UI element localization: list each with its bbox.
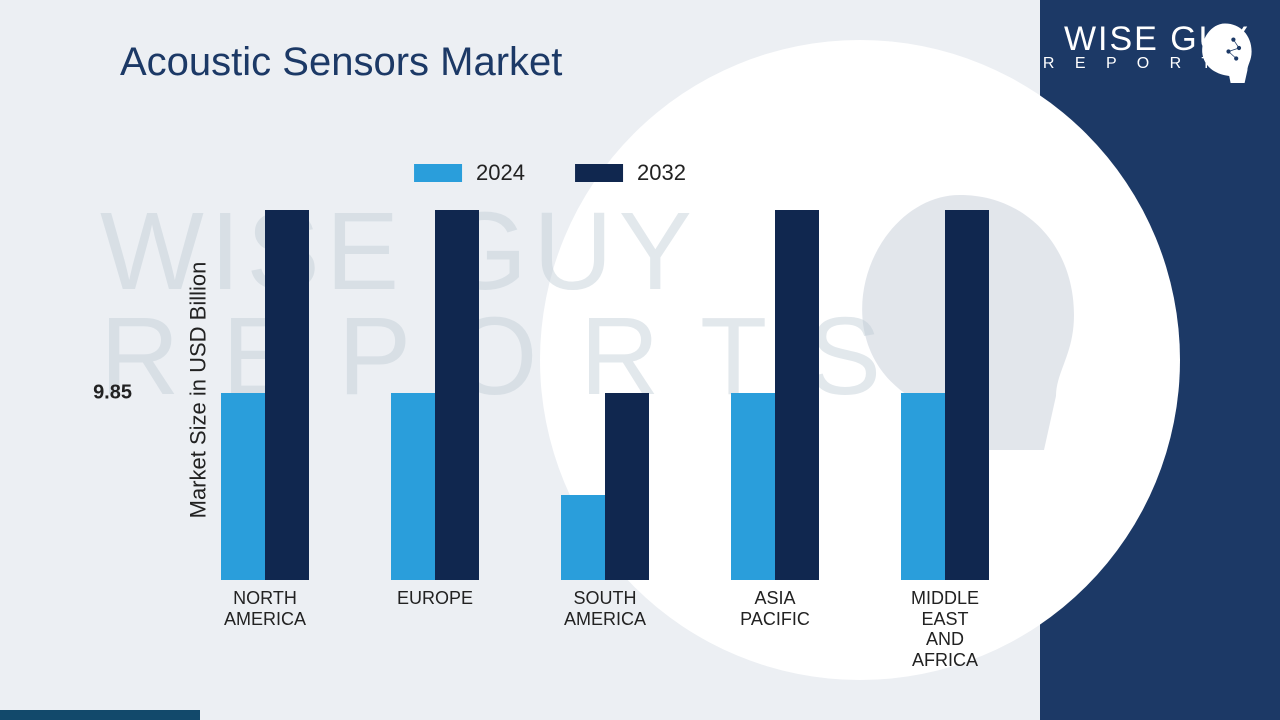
category-label: EUROPE xyxy=(365,588,505,609)
bottom-accent-bar xyxy=(0,710,200,720)
legend-label-2032: 2032 xyxy=(637,160,686,186)
chart-title: Acoustic Sensors Market xyxy=(120,40,562,85)
legend-swatch-2032 xyxy=(575,164,623,182)
bar-pair xyxy=(731,210,819,581)
bar-pair xyxy=(391,210,479,581)
bar xyxy=(265,210,309,581)
bar-pair xyxy=(221,210,309,581)
bar xyxy=(605,393,649,580)
bar xyxy=(391,393,435,580)
bar-pair xyxy=(561,393,649,580)
y-tick-label: 9.85 xyxy=(93,381,132,404)
category-label: MIDDLEEASTANDAFRICA xyxy=(875,588,1015,671)
bar-pair xyxy=(901,210,989,581)
chart-container: 2024 2032 Market Size in USD Billion 9.8… xyxy=(100,170,1000,680)
legend-item-2024: 2024 xyxy=(414,160,525,186)
category-label: ASIAPACIFIC xyxy=(705,588,845,629)
bar xyxy=(221,393,265,580)
category-label: SOUTHAMERICA xyxy=(535,588,675,629)
bar xyxy=(561,495,605,581)
legend-label-2024: 2024 xyxy=(476,160,525,186)
category-label: NORTHAMERICA xyxy=(195,588,335,629)
bar xyxy=(945,210,989,581)
bar xyxy=(775,210,819,581)
logo-head-icon xyxy=(1190,20,1260,90)
plot-area: Market Size in USD Billion 9.85NORTHAMER… xyxy=(140,200,1000,580)
y-axis-label: Market Size in USD Billion xyxy=(185,262,211,519)
legend-item-2032: 2032 xyxy=(575,160,686,186)
legend-swatch-2024 xyxy=(414,164,462,182)
bar xyxy=(901,393,945,580)
page-root: WISE GUY R E P O R T S WISE GUY R E P O … xyxy=(0,0,1280,720)
bar xyxy=(435,210,479,581)
chart-legend: 2024 2032 xyxy=(414,160,686,186)
brand-logo: WISE GUY R E P O R T S xyxy=(1030,20,1250,73)
bar xyxy=(731,393,775,580)
